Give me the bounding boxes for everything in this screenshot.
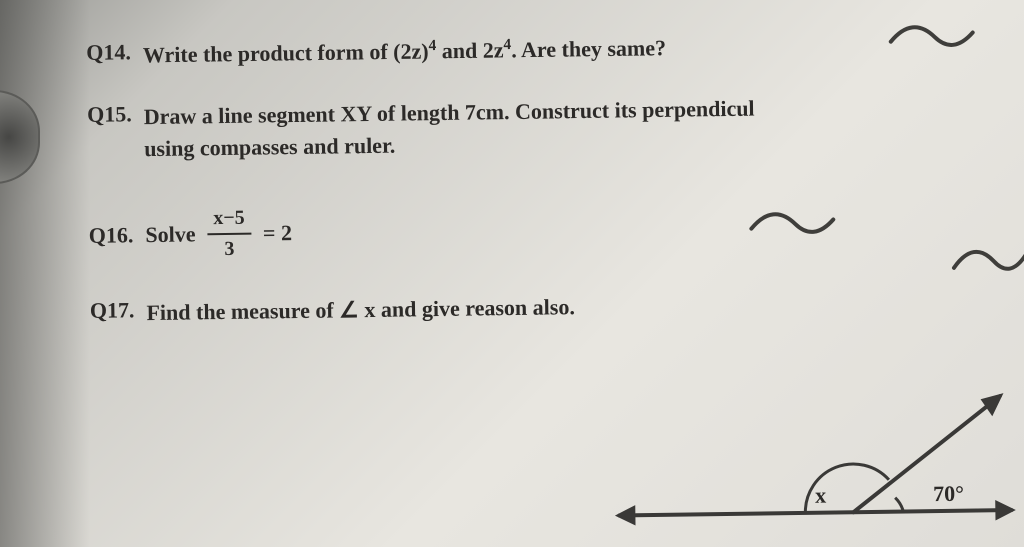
text-fragment: Solve (145, 218, 196, 251)
question-text: Find the measure of ∠ x and give reason … (146, 291, 575, 329)
handwritten-mark (950, 243, 1024, 280)
question-16: Q16. Solve x−5 3 = 2 (77, 203, 292, 266)
question-text: Write the product form of (2z)4 and 2z4.… (143, 32, 667, 72)
angle-x-label: x (815, 483, 826, 508)
worksheet-page: Q14. Write the product form of (2z)4 and… (0, 0, 1024, 547)
handwritten-mark (747, 205, 837, 240)
question-number: Q15. (76, 101, 132, 128)
fraction-denominator: 3 (208, 235, 252, 265)
text-fragment: . Are they same? (511, 35, 666, 62)
question-number: Q16. (77, 222, 133, 249)
question-number: Q14. (75, 39, 131, 66)
question-14: Q14. Write the product form of (2z)4 and… (75, 28, 975, 73)
question-text: Draw a line segment XY of length 7cm. Co… (144, 93, 756, 165)
fraction: x−5 3 (207, 204, 251, 265)
question-17: Q17. Find the measure of ∠ x and give re… (78, 285, 978, 329)
text-fragment: Write the product form of (2z) (143, 38, 429, 67)
angle-diagram-svg: x 70° (602, 378, 1024, 547)
question-text: Solve x−5 3 = 2 (145, 203, 292, 265)
question-number: Q17. (78, 297, 134, 324)
text-fragment: = 2 (263, 217, 292, 249)
text-fragment: and 2z (436, 37, 504, 63)
fraction-numerator: x−5 (207, 204, 251, 236)
angle-diagram: x 70° (602, 378, 1024, 547)
question-15: Q15. Draw a line segment XY of length 7c… (76, 89, 1017, 166)
angle-70-label: 70° (933, 481, 964, 506)
